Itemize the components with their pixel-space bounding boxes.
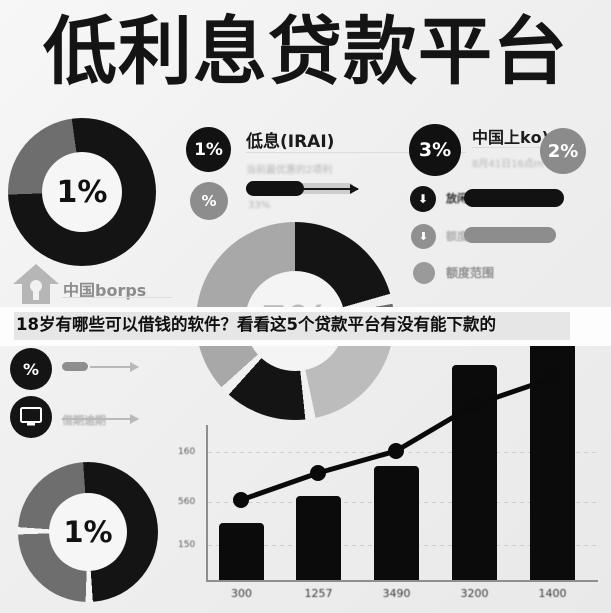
page-title: 低利息贷款平台: [43, 9, 568, 95]
badge-percent-symbol-2: %: [10, 348, 52, 390]
data-point: [310, 465, 326, 481]
x-tick-label: 1257: [304, 587, 333, 600]
data-point: [388, 443, 404, 459]
arrow-right-icon: [300, 184, 359, 194]
divider-china: [472, 147, 542, 148]
download-icon: ⬇: [410, 186, 436, 212]
house-icon: [13, 264, 59, 304]
caption-text: 18岁有哪些可以借钱的软件？看看这5个贷款平台有没有能下款的: [16, 315, 496, 334]
arrow-right-icon-2: [90, 362, 139, 372]
caption-highlight: [14, 312, 570, 340]
y-axis: [206, 425, 208, 580]
data-point: [233, 492, 249, 508]
progress-percent-label: 33%: [248, 200, 271, 211]
mini-progress-fill: [62, 362, 88, 371]
low-interest-heading: 低息(IRAI): [246, 132, 335, 152]
row-bar-quota: [464, 189, 564, 207]
row-label-range: 额度范围: [446, 266, 495, 280]
x-axis: [206, 580, 598, 582]
data-point: [466, 397, 482, 413]
low-interest-subtitle: 当前最优惠的2项利: [246, 165, 333, 176]
bar-chart: 160 560 150 300 1257 3490 3200 1400: [178, 343, 602, 613]
china-heading: 中国上kо): [472, 128, 549, 147]
badge-three-percent: 3%: [409, 124, 461, 176]
row-label-borps: 借期逾期: [62, 414, 106, 427]
x-tick-label: 3200: [460, 587, 489, 600]
bar: [219, 523, 264, 580]
bar: [296, 496, 341, 580]
donut-top-left-value: 1%: [42, 152, 122, 232]
bar: [374, 466, 419, 580]
data-point: [545, 370, 561, 386]
x-tick-label: 3490: [382, 587, 411, 600]
donut-bottom-left-value: 1%: [49, 493, 127, 571]
china-subtitle: 8月41日16点m: [472, 159, 544, 170]
y-tick-label: 150: [178, 540, 196, 550]
divider-low-interest: [246, 152, 466, 153]
progress-fill: [246, 181, 304, 196]
y-tick-label: 560: [178, 497, 196, 507]
monitor-icon: [20, 407, 42, 426]
x-tick-label: 1400: [538, 587, 567, 600]
arrow-right-icon-3: [62, 414, 139, 424]
y-tick-label: 160: [178, 447, 196, 457]
badge-two-percent: 2%: [540, 128, 586, 174]
borps-heading: 中国borps: [63, 281, 147, 300]
donut-chart-bottom-left: 1%: [18, 462, 158, 602]
download-icon-secondary: ⬇: [411, 224, 436, 249]
row-bar-term: [464, 227, 556, 243]
x-tick-label: 300: [231, 587, 252, 600]
donut-chart-top-left: 1%: [8, 118, 156, 266]
badge-percent-symbol: %: [190, 182, 228, 220]
badge-one-percent: 1%: [186, 127, 231, 172]
monitor-icon-badge: [10, 396, 52, 438]
divider-borps: [62, 297, 172, 298]
dot-icon: [413, 262, 435, 284]
